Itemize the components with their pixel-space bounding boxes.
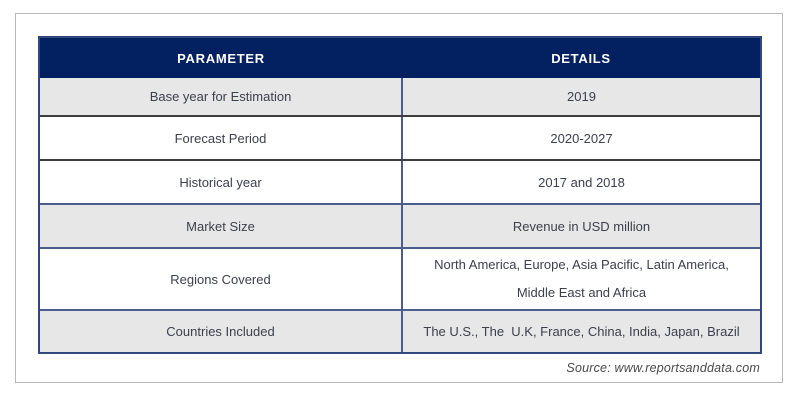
source-attribution: Source: www.reportsanddata.com [566,361,760,375]
table-row-regions-covered: Regions Covered North America, Europe, A… [40,247,760,309]
details-cell: The U.S., The U.K, France, China, India,… [401,311,760,352]
table-row-forecast-period: Forecast Period 2020-2027 [40,115,760,159]
details-cell: Revenue in USD million [401,205,760,247]
parameters-table: PARAMETER DETAILS Base year for Estimati… [38,36,762,354]
details-cell: North America, Europe, Asia Pacific, Lat… [401,249,760,309]
table-header-details: DETAILS [551,50,611,66]
table-row-market-size: Market Size Revenue in USD million [40,203,760,247]
table-header-row: PARAMETER DETAILS [40,38,760,78]
parameter-cell: Market Size [186,218,255,234]
figure-frame: PARAMETER DETAILS Base year for Estimati… [15,13,783,383]
parameter-cell: Historical year [179,174,262,190]
parameter-cell: Forecast Period [174,130,267,146]
table-header-parameter: PARAMETER [177,50,265,66]
table-row-countries-included: Countries Included The U.S., The U.K, Fr… [40,309,760,352]
parameter-cell: Countries Included [166,324,275,339]
parameter-cell: Regions Covered [170,271,271,287]
details-cell: 2020-2027 [401,117,760,159]
details-cell: 2019 [401,78,760,115]
table-row-historical-year: Historical year 2017 and 2018 [40,159,760,203]
table-row-base-year: Base year for Estimation 2019 [40,78,760,115]
details-cell: 2017 and 2018 [401,161,760,203]
parameter-cell: Base year for Estimation [149,89,292,104]
